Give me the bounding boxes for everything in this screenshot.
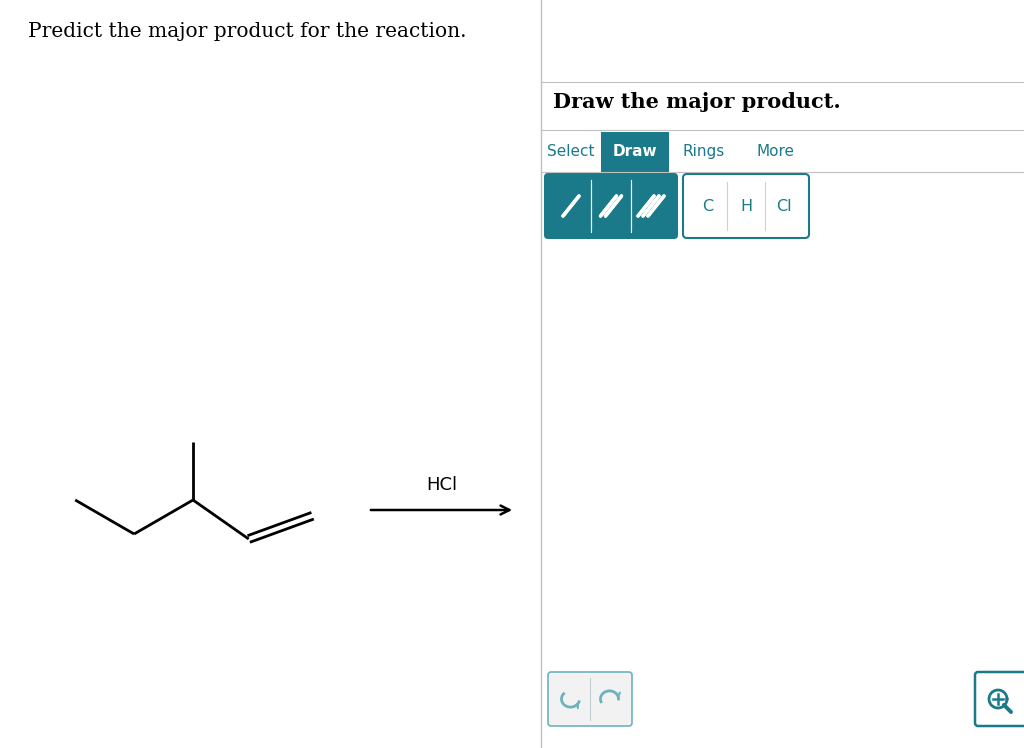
Text: Predict the major product for the reaction.: Predict the major product for the reacti… bbox=[28, 22, 467, 41]
FancyBboxPatch shape bbox=[544, 173, 678, 239]
FancyBboxPatch shape bbox=[601, 132, 669, 172]
Text: Rings: Rings bbox=[682, 144, 725, 159]
Text: H: H bbox=[740, 198, 752, 213]
Text: Select: Select bbox=[547, 144, 595, 159]
FancyBboxPatch shape bbox=[975, 672, 1024, 726]
Bar bbox=[591, 180, 631, 232]
Text: C: C bbox=[702, 198, 714, 213]
Text: HCl: HCl bbox=[426, 476, 457, 494]
Bar bbox=[551, 180, 591, 232]
Text: Draw: Draw bbox=[612, 144, 657, 159]
Bar bbox=[631, 180, 671, 232]
FancyBboxPatch shape bbox=[683, 174, 809, 238]
Text: Draw the major product.: Draw the major product. bbox=[553, 92, 841, 112]
Text: Cl: Cl bbox=[776, 198, 792, 213]
FancyBboxPatch shape bbox=[548, 672, 632, 726]
Text: More: More bbox=[757, 144, 795, 159]
